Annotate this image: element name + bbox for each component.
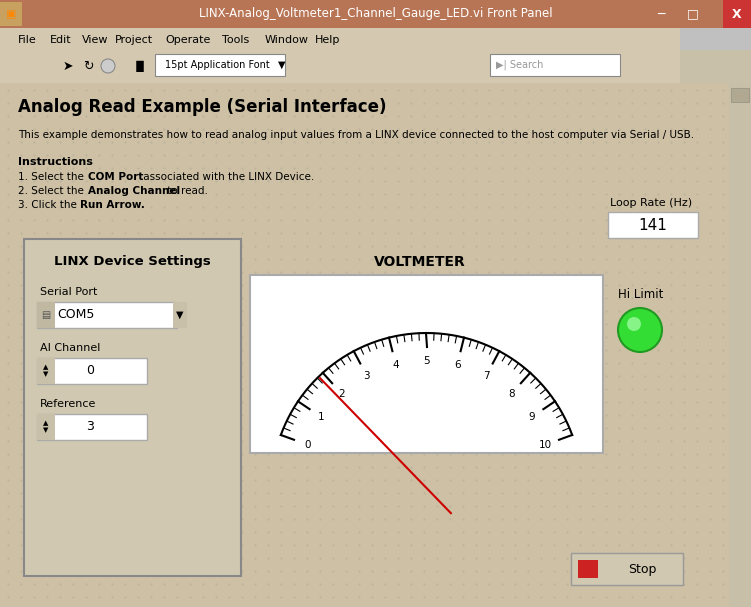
FancyBboxPatch shape <box>250 275 603 453</box>
Text: COM5: COM5 <box>57 308 95 322</box>
Bar <box>0 28 751 50</box>
Text: 10: 10 <box>539 439 553 450</box>
FancyBboxPatch shape <box>37 414 147 440</box>
Circle shape <box>101 59 115 73</box>
FancyBboxPatch shape <box>37 358 147 384</box>
Text: ▼: ▼ <box>176 310 184 320</box>
Text: associated with the LINX Device.: associated with the LINX Device. <box>140 172 314 182</box>
Text: LINX Device Settings: LINX Device Settings <box>54 256 211 268</box>
FancyBboxPatch shape <box>155 54 285 76</box>
FancyBboxPatch shape <box>571 553 683 585</box>
Text: AI Channel: AI Channel <box>40 343 101 353</box>
Text: Project: Project <box>115 35 153 45</box>
Circle shape <box>627 317 641 331</box>
Bar <box>0 50 751 83</box>
Text: 141: 141 <box>638 217 668 232</box>
Text: 3: 3 <box>86 421 94 433</box>
Text: Tools: Tools <box>222 35 249 45</box>
Bar <box>173 302 187 328</box>
Text: □: □ <box>687 7 699 21</box>
Text: ▲: ▲ <box>44 420 49 426</box>
Bar <box>680 28 751 50</box>
Text: Stop: Stop <box>628 563 656 575</box>
Bar <box>731 88 749 102</box>
Text: Hi Limit: Hi Limit <box>618 288 663 302</box>
Text: 3: 3 <box>363 371 370 381</box>
Text: LINX-Analog_Voltmeter1_Channel_Gauge_LED.vi Front Panel: LINX-Analog_Voltmeter1_Channel_Gauge_LED… <box>199 7 552 21</box>
Text: 7: 7 <box>483 371 490 381</box>
Text: VOLTMETER: VOLTMETER <box>374 255 466 269</box>
Text: Edit: Edit <box>50 35 71 45</box>
Text: 2. Select the: 2. Select the <box>18 186 87 196</box>
Text: Operate: Operate <box>165 35 210 45</box>
Bar <box>680 50 751 83</box>
Text: COM Port: COM Port <box>88 172 143 182</box>
Bar <box>729 83 751 607</box>
Bar <box>0 0 751 28</box>
Text: X: X <box>732 7 742 21</box>
Text: 1. Select the: 1. Select the <box>18 172 87 182</box>
Text: File: File <box>18 35 37 45</box>
FancyBboxPatch shape <box>608 212 698 238</box>
FancyBboxPatch shape <box>37 302 177 328</box>
Text: 3. Click the: 3. Click the <box>18 200 80 210</box>
Text: ➤: ➤ <box>63 59 74 72</box>
Bar <box>578 560 598 578</box>
Bar <box>0 2 22 26</box>
Bar <box>723 0 751 28</box>
Text: 0: 0 <box>304 439 310 450</box>
Text: 5: 5 <box>423 356 430 366</box>
Text: Analog Read Example (Serial Interface): Analog Read Example (Serial Interface) <box>18 98 387 116</box>
Text: 9: 9 <box>529 412 535 422</box>
Text: Instructions: Instructions <box>18 157 93 167</box>
Text: 6: 6 <box>454 360 460 370</box>
Text: ▲: ▲ <box>44 364 49 370</box>
Bar <box>37 302 55 328</box>
Bar <box>37 414 55 440</box>
Text: 4: 4 <box>393 360 399 370</box>
Text: Window: Window <box>265 35 309 45</box>
Text: Loop Rate (Hz): Loop Rate (Hz) <box>610 198 692 208</box>
Text: ▼: ▼ <box>279 60 285 70</box>
Text: ▼: ▼ <box>44 427 49 433</box>
Text: Analog Channel: Analog Channel <box>88 186 180 196</box>
Text: This example demonstrates how to read analog input values from a LINX device con: This example demonstrates how to read an… <box>18 130 694 140</box>
Circle shape <box>618 308 662 352</box>
Text: 1: 1 <box>318 412 324 422</box>
Text: ▐▌: ▐▌ <box>131 60 149 72</box>
Text: ─: ─ <box>657 7 665 21</box>
Bar <box>37 358 55 384</box>
Text: ↻: ↻ <box>83 59 93 72</box>
Bar <box>0 83 729 607</box>
Text: Reference: Reference <box>40 399 96 409</box>
Text: Serial Port: Serial Port <box>40 287 98 297</box>
Text: ▼: ▼ <box>44 371 49 377</box>
Text: 8: 8 <box>508 388 514 399</box>
Text: ▣: ▣ <box>6 9 17 19</box>
Text: Run Arrow.: Run Arrow. <box>80 200 145 210</box>
Text: 0: 0 <box>86 364 94 378</box>
Text: View: View <box>82 35 108 45</box>
FancyBboxPatch shape <box>24 239 241 576</box>
Text: Help: Help <box>315 35 340 45</box>
Text: 2: 2 <box>338 388 345 399</box>
Text: to read.: to read. <box>164 186 208 196</box>
Text: ▤: ▤ <box>41 310 50 320</box>
Text: ▶| Search: ▶| Search <box>496 59 544 70</box>
FancyBboxPatch shape <box>490 54 620 76</box>
Text: 15pt Application Font: 15pt Application Font <box>165 60 270 70</box>
